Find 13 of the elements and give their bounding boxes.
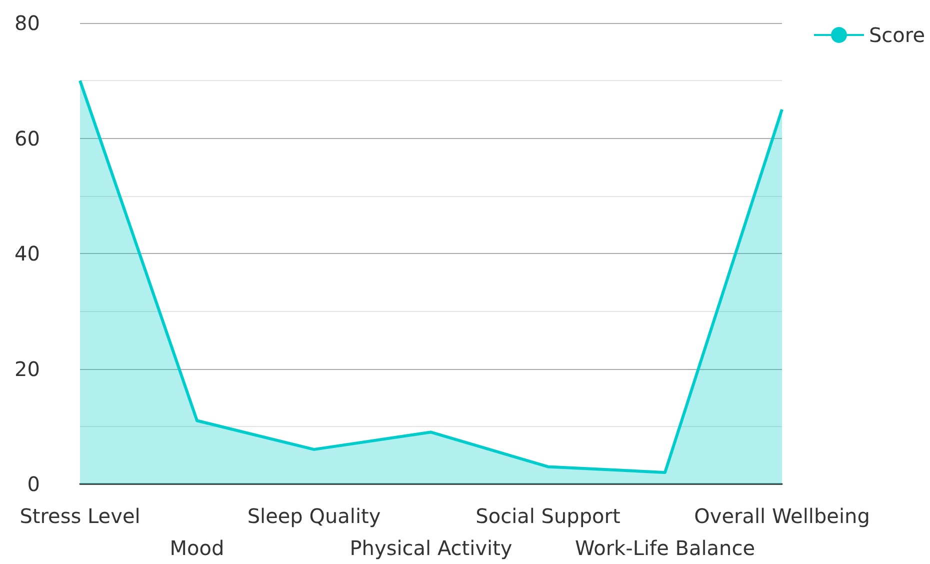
y-tick-label: 80 [14,11,40,35]
x-tick-label: Sleep Quality [247,504,381,528]
x-tick-label: Work-Life Balance [574,536,756,560]
x-tick-label: Mood [170,536,224,560]
x-tick-label: Overall Wellbeing [694,504,870,528]
y-tick-label: 60 [14,126,40,150]
legend-label: Score [868,23,925,47]
y-tick-label: 40 [14,242,40,266]
y-tick-label: 0 [27,472,40,496]
x-tick-label: Physical Activity [350,536,512,560]
y-tick-label: 20 [14,356,40,381]
x-tick-label: Social Support [476,504,621,528]
x-tick-label: Stress Level [20,504,140,528]
